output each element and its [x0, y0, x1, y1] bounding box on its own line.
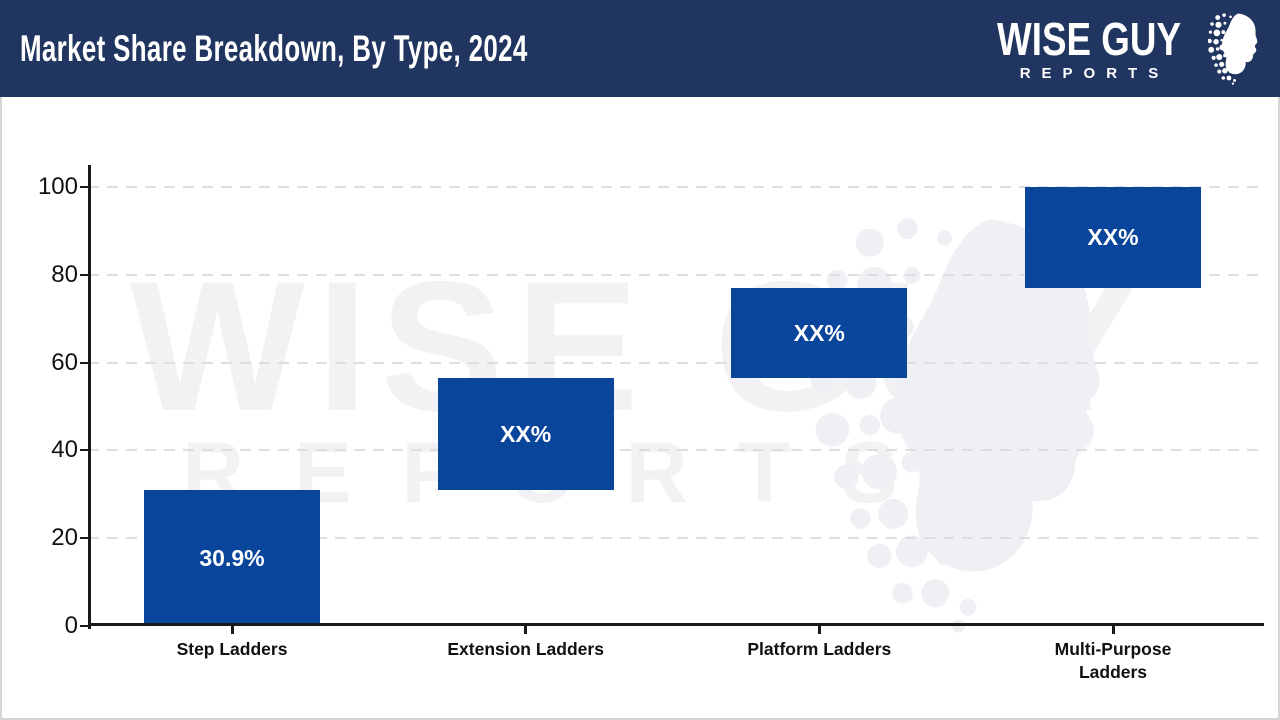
bar: XX%: [1025, 187, 1201, 289]
bar: XX%: [731, 288, 908, 379]
y-axis-tick: [80, 537, 88, 540]
gridline: [88, 449, 1264, 452]
logo-head-icon: [1208, 11, 1266, 87]
y-axis: [88, 165, 91, 629]
logo-subtitle: REPORTS: [1019, 65, 1170, 82]
waterfall-chart: 0 20 40 60 80 100 30.9% Step Ladders XX% Extensio…: [2, 97, 1278, 718]
page-title: Market Share Breakdown, By Type, 2024: [20, 27, 528, 69]
y-axis-tick: [80, 625, 88, 627]
gridline: [88, 537, 1264, 540]
x-category-label: Multi-Purpose Ladders: [1054, 639, 1172, 682]
y-tick-label: 100: [37, 173, 78, 200]
wise-guy-logo: WISE GUY REPORTS: [974, 11, 1266, 87]
bar: 30.9%: [144, 490, 320, 626]
y-tick-label: 60: [51, 348, 78, 376]
bar-value-label: XX%: [500, 420, 552, 447]
bar-value-label: XX%: [793, 319, 845, 346]
y-axis-tick: [80, 449, 88, 452]
x-category-label: Extension Ladders: [447, 639, 604, 659]
y-axis-tick: [80, 186, 88, 188]
y-tick-label: 0: [64, 612, 78, 639]
gridline: [88, 361, 1264, 364]
bar-value-label: XX%: [1087, 224, 1139, 251]
y-tick-label: 40: [51, 436, 78, 464]
y-axis-tick: [80, 273, 88, 276]
x-axis: [88, 623, 1264, 626]
y-tick-label: 80: [51, 260, 78, 288]
gridline: [88, 186, 1264, 188]
gridline: [88, 273, 1264, 276]
x-axis-tick: [1111, 626, 1115, 634]
y-tick-label: 20: [51, 524, 78, 552]
x-category-label: Step Ladders: [176, 639, 288, 659]
header-bar: Market Share Breakdown, By Type, 2024 WI…: [0, 0, 1280, 97]
logo-text: WISE GUY REPORTS: [974, 16, 1204, 81]
bar-value-label: 30.9%: [199, 544, 265, 571]
x-axis-tick: [230, 626, 234, 634]
x-axis-tick: [524, 626, 528, 634]
y-axis-tick: [80, 361, 88, 364]
bar: XX%: [437, 378, 614, 491]
x-axis-tick: [817, 626, 821, 634]
x-category-label: Platform Ladders: [747, 639, 892, 659]
logo-wordmark: WISE GUY: [996, 13, 1181, 65]
